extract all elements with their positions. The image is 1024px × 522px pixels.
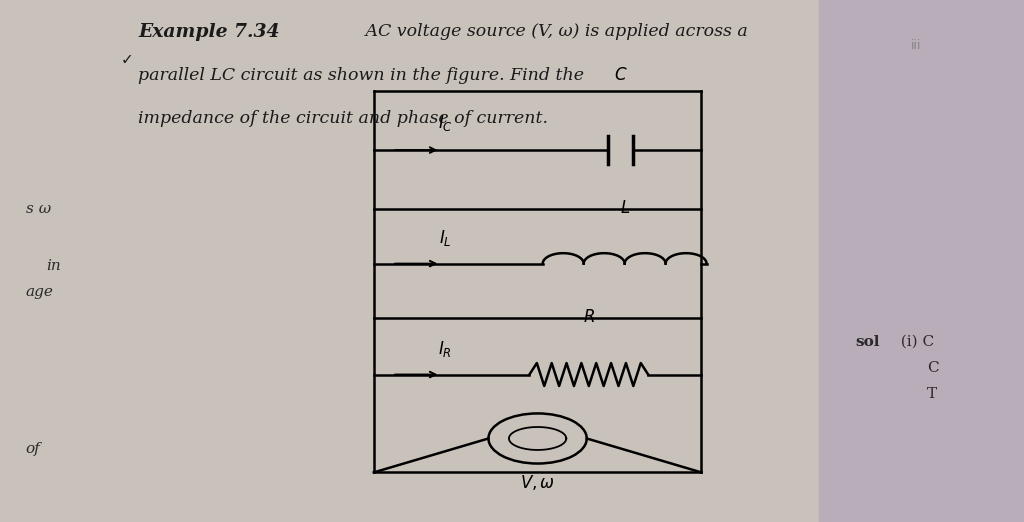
Text: sol: sol [855, 335, 880, 349]
Text: $C$: $C$ [613, 66, 628, 84]
Text: Example 7.34: Example 7.34 [138, 23, 280, 41]
Text: $I_L$: $I_L$ [439, 228, 452, 248]
Bar [819, 0, 1024, 522]
Text: ✓: ✓ [121, 52, 133, 67]
Text: $L$: $L$ [620, 199, 630, 217]
Text: parallel LC circuit as shown in the figure. Find the: parallel LC circuit as shown in the figu… [138, 67, 585, 84]
Text: s ω: s ω [26, 202, 51, 216]
Text: impedance of the circuit and phase of current.: impedance of the circuit and phase of cu… [138, 110, 548, 127]
Text: T: T [927, 387, 937, 401]
Text: iii: iii [911, 39, 922, 52]
Text: $V,\omega$: $V,\omega$ [520, 473, 555, 492]
Text: AC voltage source (V, ω) is applied across a: AC voltage source (V, ω) is applied acro… [360, 23, 749, 41]
Text: in: in [46, 259, 60, 273]
Text: C: C [927, 361, 938, 375]
Text: of: of [26, 442, 40, 456]
Text: age: age [26, 286, 53, 299]
Text: $R$: $R$ [583, 309, 595, 326]
Text: (i) C: (i) C [891, 335, 934, 349]
Text: $I_C$: $I_C$ [438, 113, 453, 134]
Text: $I_R$: $I_R$ [438, 339, 453, 359]
